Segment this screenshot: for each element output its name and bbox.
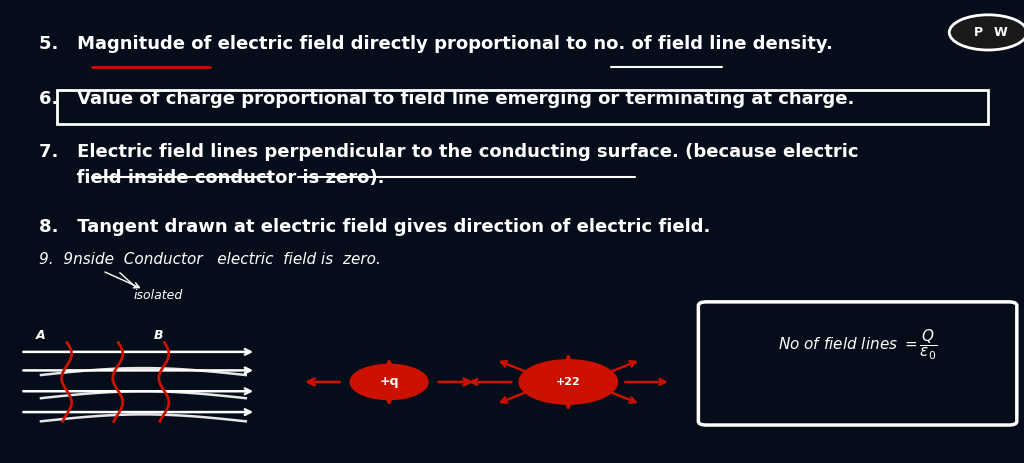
- Text: isolated: isolated: [133, 288, 182, 301]
- Text: 5.   Magnitude of electric field directly proportional to no. of field line dens: 5. Magnitude of electric field directly …: [39, 35, 833, 53]
- Text: 6.   Value of charge proportional to field line emerging or terminating at charg: 6. Value of charge proportional to field…: [39, 90, 854, 108]
- Text: B: B: [154, 329, 164, 342]
- Text: P: P: [974, 26, 983, 39]
- Circle shape: [519, 360, 617, 404]
- Circle shape: [350, 364, 428, 400]
- Text: W: W: [993, 26, 1007, 39]
- Text: +22: +22: [556, 377, 581, 387]
- Text: 9.  9nside  Conductor   electric  field is  zero.: 9. 9nside Conductor electric field is ze…: [39, 252, 381, 267]
- Circle shape: [949, 15, 1024, 50]
- Text: No of field lines $= \dfrac{Q}{\varepsilon_0}$: No of field lines $= \dfrac{Q}{\varepsil…: [778, 328, 937, 362]
- Text: 8.   Tangent drawn at electric field gives direction of electric field.: 8. Tangent drawn at electric field gives…: [39, 218, 711, 236]
- Text: field inside conductor is zero).: field inside conductor is zero).: [39, 169, 384, 187]
- Text: A: A: [36, 329, 46, 342]
- Text: 7.   Electric field lines perpendicular to the conducting surface. (because elec: 7. Electric field lines perpendicular to…: [39, 144, 858, 162]
- Text: +q: +q: [379, 375, 399, 388]
